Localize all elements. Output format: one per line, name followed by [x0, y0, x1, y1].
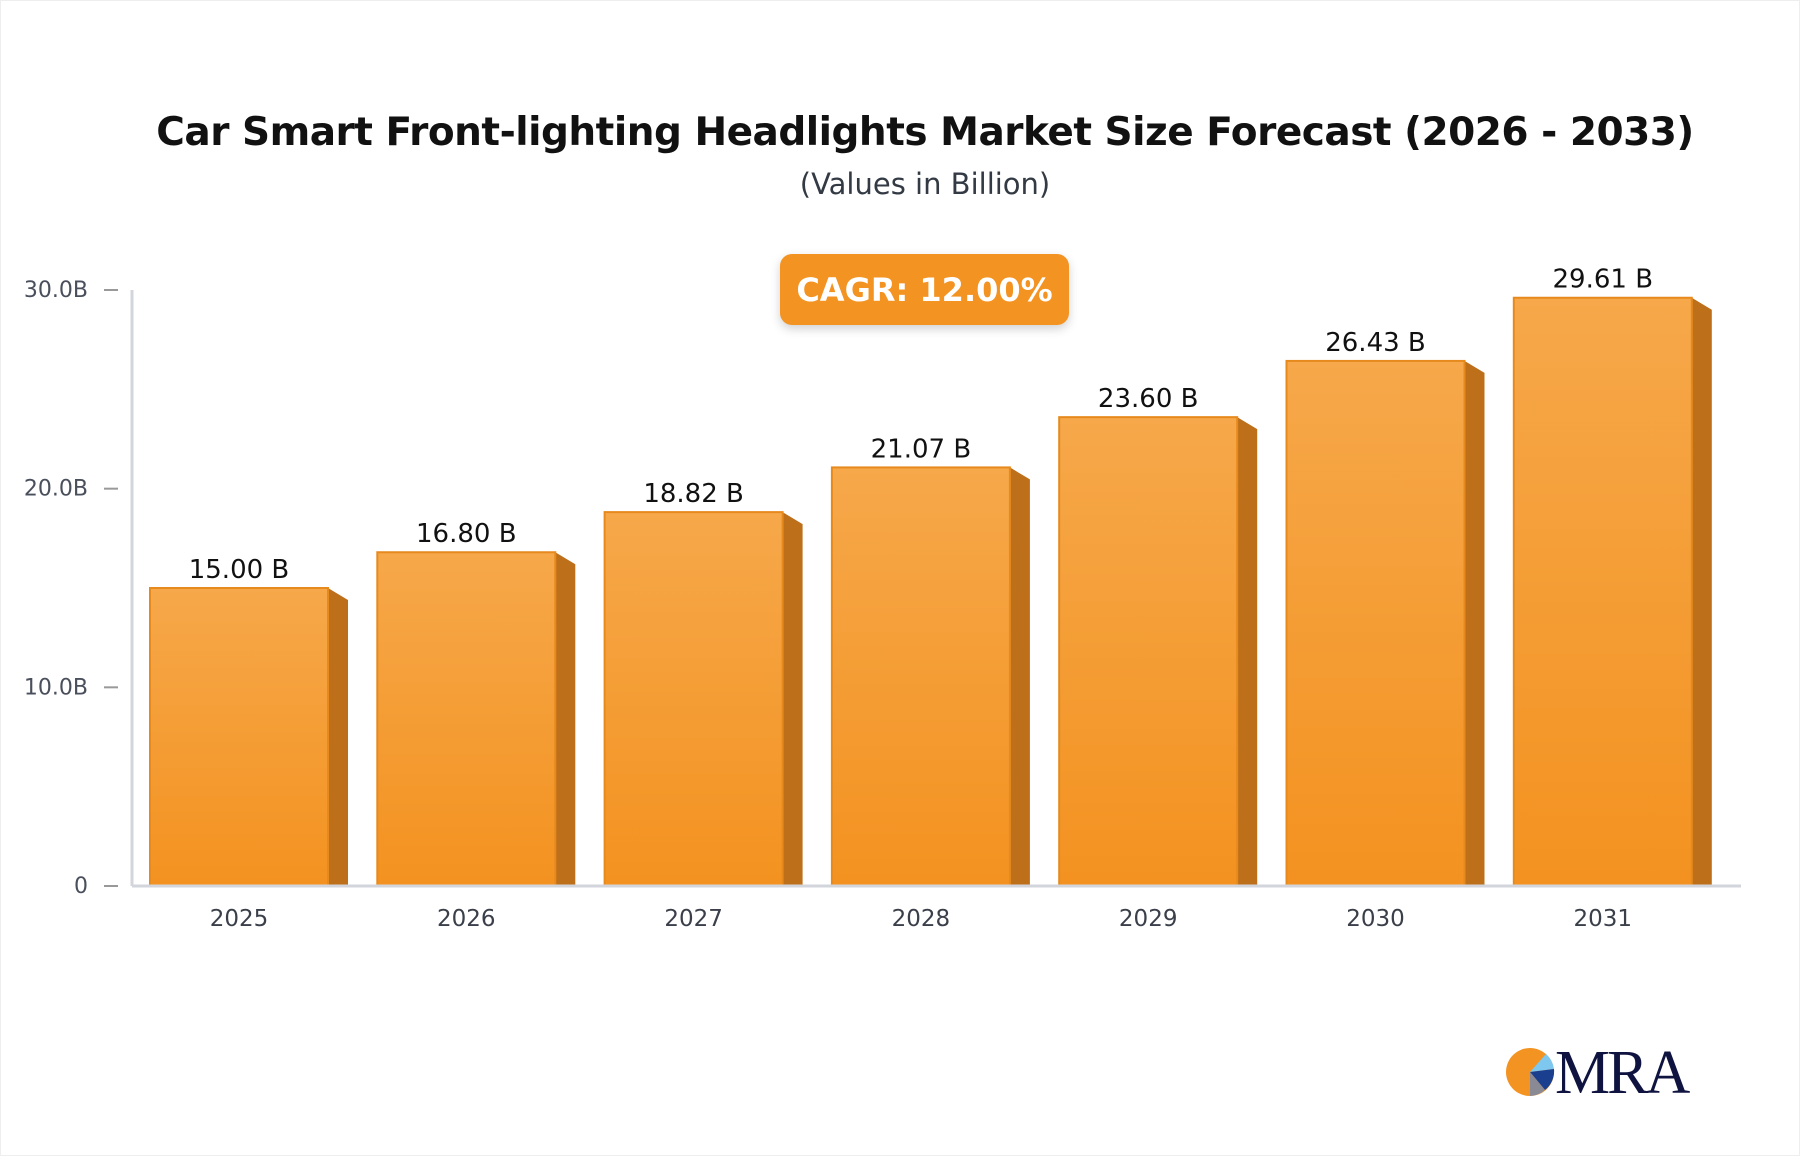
y-tick-label: 0: [74, 874, 88, 899]
bar-2028: [830, 466, 1011, 887]
bar-side: [1691, 297, 1712, 886]
bar-2026: [376, 551, 557, 887]
bar-2029: [1058, 416, 1239, 887]
bar-side: [1009, 467, 1030, 886]
data-label: 18.82 B: [643, 479, 744, 509]
x-tick-label: 2030: [1346, 906, 1405, 932]
pie-logo-icon: [1506, 1048, 1555, 1096]
x-tick-label: 2025: [210, 906, 269, 932]
mra-logo: MRA: [1505, 1039, 1695, 1107]
logo-text: MRA: [1555, 1039, 1690, 1107]
data-label: 21.07 B: [871, 434, 972, 464]
y-tick-label: 30.0B: [24, 278, 88, 303]
bar-side: [1237, 417, 1258, 886]
bar-2027: [603, 511, 784, 887]
cagr-badge: CAGR: 12.00%: [780, 254, 1069, 325]
y-tick-label: 10.0B: [24, 675, 88, 700]
bar-side: [1464, 360, 1485, 886]
bar-2030: [1285, 359, 1466, 887]
bar-side: [782, 512, 803, 886]
x-tick-label: 2029: [1119, 906, 1178, 932]
bar-side: [328, 588, 348, 886]
x-tick-label: 2031: [1574, 906, 1633, 932]
chart-title: Car Smart Front-lighting Headlights Mark…: [156, 110, 1694, 155]
chart-subtitle: (Values in Billion): [799, 167, 1051, 201]
data-label: 23.60 B: [1098, 384, 1199, 414]
data-label: 16.80 B: [416, 519, 517, 549]
data-label: 29.61 B: [1553, 265, 1654, 295]
bar-side: [555, 552, 576, 886]
data-label: 15.00 B: [189, 555, 290, 585]
bar-2031: [1512, 296, 1693, 887]
bar-2025: [149, 587, 329, 887]
data-label: 26.43 B: [1325, 328, 1426, 358]
x-tick-label: 2028: [892, 906, 951, 932]
y-tick-label: 20.0B: [24, 477, 88, 502]
x-tick-label: 2026: [437, 906, 496, 932]
x-tick-label: 2027: [664, 906, 723, 932]
